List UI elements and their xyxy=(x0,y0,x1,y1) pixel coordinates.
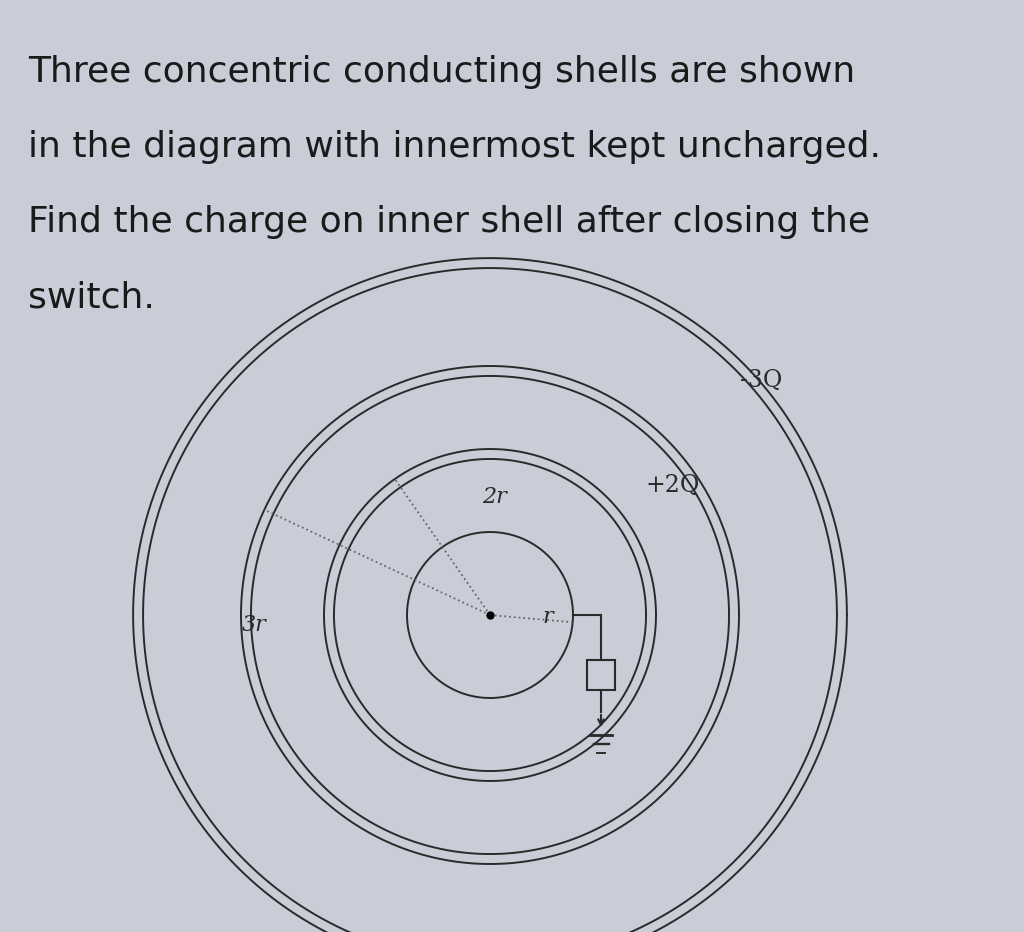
Text: switch.: switch. xyxy=(28,280,155,314)
Text: 3r: 3r xyxy=(242,614,266,636)
Bar xyxy=(587,660,615,690)
Text: Find the charge on inner shell after closing the: Find the charge on inner shell after clo… xyxy=(28,205,870,239)
Text: +2Q: +2Q xyxy=(645,473,699,497)
Text: r: r xyxy=(542,606,553,628)
Text: 2r: 2r xyxy=(482,486,507,508)
Text: Three concentric conducting shells are shown: Three concentric conducting shells are s… xyxy=(28,55,855,89)
Text: -3Q: -3Q xyxy=(740,368,782,391)
Text: in the diagram with innermost kept uncharged.: in the diagram with innermost kept uncha… xyxy=(28,130,881,164)
